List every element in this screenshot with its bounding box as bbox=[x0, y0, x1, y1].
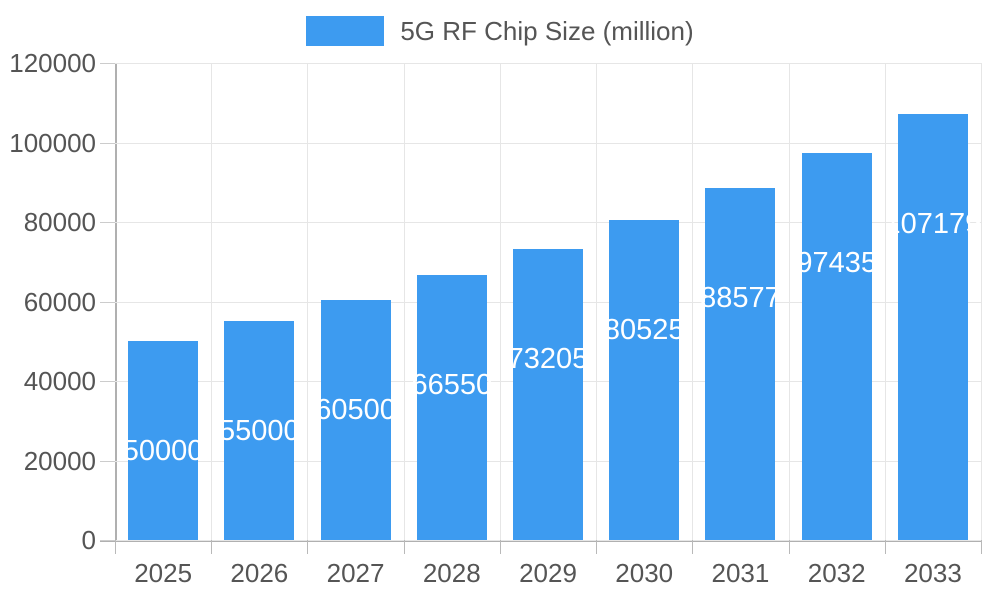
y-axis-label: 80000 bbox=[23, 207, 96, 237]
y-axis-label: 0 bbox=[81, 525, 96, 555]
y-axis-label: 60000 bbox=[23, 286, 96, 317]
gridline-vertical bbox=[692, 63, 693, 540]
x-tick-mark bbox=[885, 540, 886, 554]
legend-label[interactable]: 5G RF Chip Size (million) bbox=[400, 16, 694, 46]
gridline-vertical bbox=[500, 63, 501, 540]
y-axis-label: 40000 bbox=[23, 366, 96, 396]
y-axis-label: 100000 bbox=[9, 127, 96, 158]
x-axis-label: 2031 bbox=[711, 558, 770, 588]
gridline-vertical bbox=[981, 63, 982, 540]
gridline-vertical bbox=[307, 63, 308, 540]
x-axis-label: 2026 bbox=[230, 558, 289, 588]
gridline-horizontal bbox=[115, 222, 981, 223]
y-tick-mark bbox=[100, 540, 115, 541]
x-axis-line bbox=[100, 540, 981, 542]
bar-value-label: 55000 bbox=[219, 415, 300, 448]
y-axis-label: 20000 bbox=[23, 445, 96, 476]
x-tick-mark bbox=[404, 540, 405, 554]
gridline-vertical bbox=[596, 63, 597, 540]
bar[interactable] bbox=[609, 219, 680, 540]
gridline-vertical bbox=[789, 63, 790, 540]
bar[interactable] bbox=[416, 275, 487, 540]
bar-value-label: 88577 bbox=[700, 281, 781, 314]
bar[interactable] bbox=[320, 299, 391, 540]
y-axis-label: 120000 bbox=[9, 48, 96, 78]
bar[interactable] bbox=[128, 341, 199, 540]
bar-value-label: 80525 bbox=[603, 313, 685, 346]
bar[interactable] bbox=[897, 113, 968, 540]
bar[interactable] bbox=[224, 321, 295, 540]
x-axis-label: 2027 bbox=[326, 558, 385, 588]
gridline-horizontal bbox=[115, 63, 981, 64]
bar-value-label: 50000 bbox=[122, 435, 204, 468]
bar-value-label: 60500 bbox=[315, 393, 396, 426]
bar[interactable] bbox=[801, 152, 872, 540]
gridline-vertical bbox=[211, 63, 212, 540]
x-tick-mark bbox=[789, 540, 790, 554]
x-tick-mark bbox=[596, 540, 597, 554]
bar[interactable] bbox=[705, 187, 776, 540]
x-tick-mark bbox=[692, 540, 693, 554]
x-axis-label: 2030 bbox=[615, 558, 674, 588]
bar[interactable] bbox=[513, 249, 583, 540]
x-axis-label: 2028 bbox=[422, 558, 481, 588]
y-tick-mark bbox=[100, 222, 115, 223]
y-tick-mark bbox=[100, 142, 115, 144]
y-tick-mark bbox=[100, 460, 115, 462]
x-axis-label: 2033 bbox=[903, 558, 962, 588]
x-tick-mark bbox=[500, 540, 501, 554]
gridline-vertical bbox=[885, 63, 886, 540]
gridline-horizontal bbox=[115, 142, 981, 144]
bar-value-label: 66550 bbox=[411, 369, 493, 402]
x-tick-mark bbox=[981, 540, 982, 554]
gridline-horizontal bbox=[115, 540, 981, 541]
bar-value-label: 97435 bbox=[796, 246, 877, 279]
gridline-vertical bbox=[404, 63, 405, 540]
x-axis-label: 2032 bbox=[807, 558, 866, 588]
y-tick-mark bbox=[100, 381, 115, 382]
x-axis-label: 2025 bbox=[134, 558, 193, 588]
y-tick-mark bbox=[100, 63, 115, 64]
x-axis-label: 2029 bbox=[519, 558, 577, 588]
x-tick-mark bbox=[115, 540, 116, 554]
x-tick-mark bbox=[211, 540, 212, 554]
bar-value-label: 107179 bbox=[884, 207, 982, 240]
bar-value-label: 73205 bbox=[507, 343, 589, 375]
chart-legend: 5G RF Chip Size (million) bbox=[0, 10, 1000, 52]
y-tick-mark bbox=[100, 301, 115, 303]
x-tick-mark bbox=[307, 540, 308, 554]
legend-swatch-icon[interactable] bbox=[306, 16, 385, 46]
